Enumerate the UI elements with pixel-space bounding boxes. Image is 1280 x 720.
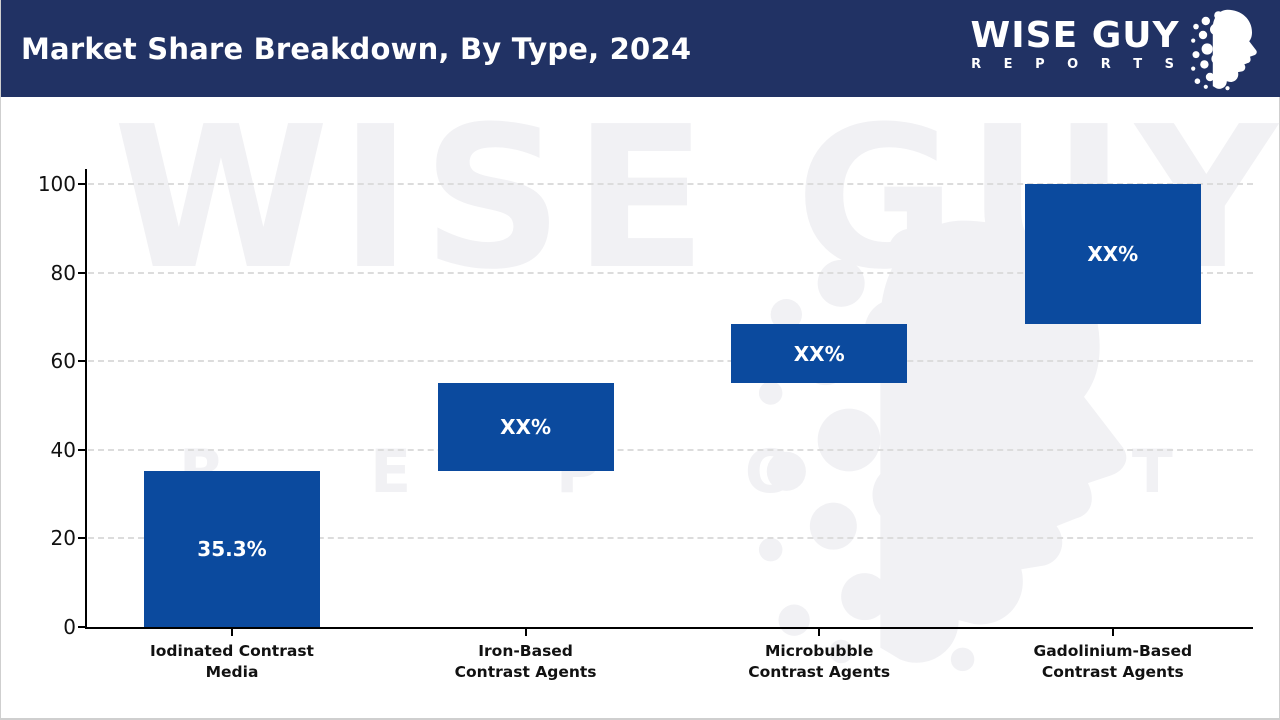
y-tick-100	[78, 183, 86, 185]
y-tick-label: 80	[50, 260, 76, 285]
bar-value-label: 35.3%	[197, 536, 267, 561]
category-label: Gadolinium-Based Contrast Agents	[1033, 642, 1193, 681]
x-tick-4	[1111, 629, 1114, 636]
bar-3: XX%	[731, 323, 908, 384]
x-tick-1	[231, 629, 233, 636]
category-label: Microbubble Contrast Agents	[748, 642, 891, 681]
y-tick-0	[78, 626, 86, 628]
bar-4: XX%	[1024, 184, 1201, 324]
x-axis-line	[86, 627, 1253, 629]
y-tick-20	[78, 537, 86, 540]
category-label: Iron-Based Contrast Agents	[454, 642, 597, 681]
bar-1: 35.3%	[144, 470, 320, 627]
header-bar: Market Share Breakdown, By Type, 2024 WI…	[1, 0, 1280, 97]
y-tick-label: 0	[63, 615, 76, 639]
bar-2: XX%	[437, 383, 614, 471]
logo-subtitle: R E P O R T S	[971, 57, 1183, 72]
bar-value-label: XX%	[793, 341, 845, 366]
page-title: Market Share Breakdown, By Type, 2024	[21, 31, 692, 66]
y-tick-80	[78, 271, 86, 274]
gridline-60	[88, 360, 1253, 363]
x-tick-3	[818, 629, 821, 636]
gridline-40	[88, 448, 1253, 451]
y-tick-60	[78, 360, 86, 363]
watermark-face-icon	[758, 220, 1127, 672]
y-axis-line	[85, 169, 87, 629]
bar-value-label: XX%	[1087, 241, 1139, 266]
wiseguy-face-icon	[1191, 9, 1257, 91]
wise-guy-reports-logo: WISE GUY R E P O R T S	[939, 0, 1269, 97]
logo-wordmark: WISE GUY	[970, 15, 1180, 56]
bar-value-label: XX%	[500, 414, 552, 439]
gridline-80	[88, 271, 1253, 274]
y-tick-label: 60	[50, 349, 76, 374]
y-tick-40	[78, 448, 86, 451]
gridline-20	[88, 537, 1253, 540]
y-tick-label: 20	[50, 526, 76, 551]
y-tick-label: 40	[50, 437, 76, 462]
chart-area: WISE GUY R E P O R T S 02040608010035.3%…	[1, 97, 1280, 720]
gridline-100	[88, 183, 1253, 185]
logo-text: WISE GUY R E P O R T S	[967, 16, 1183, 74]
y-tick-label: 100	[37, 172, 76, 196]
category-label: Iodinated Contrast Media	[150, 642, 314, 681]
x-tick-2	[524, 629, 527, 636]
